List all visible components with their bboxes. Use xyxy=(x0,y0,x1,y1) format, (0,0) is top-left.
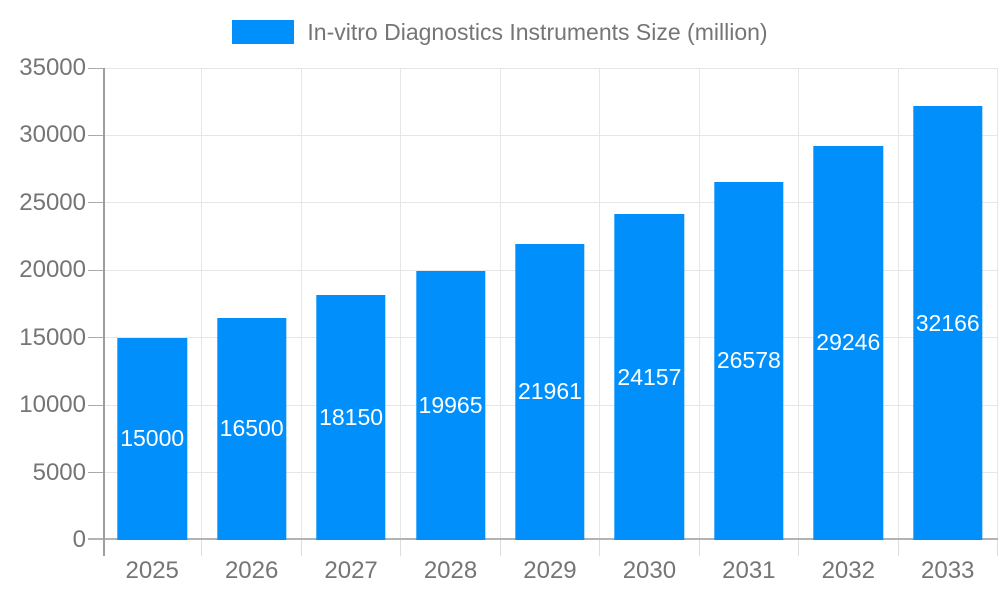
bar-2029[interactable]: 21961 xyxy=(515,243,585,540)
x-axis-tick-2030 xyxy=(698,540,700,556)
category-cell-2031: 26578 2031 xyxy=(700,68,800,584)
y-axis-tick-0 xyxy=(88,538,103,540)
x-axis-label-2032: 2032 xyxy=(821,557,875,584)
y-axis-label-15000: 15000 xyxy=(19,323,86,351)
category-cell-2032: 29246 2032 xyxy=(799,68,899,584)
bar-value-label-2033: 32166 xyxy=(915,309,980,336)
category-cell-2025: 15000 2025 xyxy=(103,68,203,584)
legend-swatch-icon[interactable] xyxy=(232,20,295,44)
gridline-30000 xyxy=(103,134,998,136)
y-axis-label-20000: 20000 xyxy=(19,256,86,284)
plot-area: 0 5000 10000 15000 20000 25000 30000 35000 1500… xyxy=(19,56,998,584)
y-axis-tick-30000 xyxy=(88,134,103,136)
bars-layer: 15000 2025 16500 2026 18150 2027 19965 2028 2196… xyxy=(103,68,998,584)
bar-2033[interactable]: 32166 xyxy=(913,106,983,540)
y-axis-tick-35000 xyxy=(88,67,103,69)
x-axis-tick-2026 xyxy=(300,540,302,556)
bar-value-label-2032: 29246 xyxy=(816,329,881,356)
y-axis-tick-25000 xyxy=(88,202,103,204)
legend-label[interactable]: In-vitro Diagnostics Instruments Size (m… xyxy=(307,18,768,45)
category-cell-2029: 21961 2029 xyxy=(501,68,601,584)
bar-2028[interactable]: 19965 xyxy=(415,270,486,540)
x-axis-label-2029: 2029 xyxy=(523,557,577,584)
bar-2025[interactable]: 15000 xyxy=(117,337,187,540)
bar-2032[interactable]: 29246 xyxy=(813,145,883,540)
x-axis-label-2026: 2026 xyxy=(224,557,279,584)
category-cell-2028: 19965 2028 xyxy=(401,68,501,584)
bar-value-label-2029: 21961 xyxy=(517,378,582,405)
x-axis-label-2031: 2031 xyxy=(722,557,776,584)
x-axis-label-2028: 2028 xyxy=(423,557,478,584)
x-axis-label-2033: 2033 xyxy=(921,557,975,584)
category-cell-2027: 18150 2027 xyxy=(302,68,402,584)
bar-value-label-2025: 15000 xyxy=(120,425,185,452)
bar-2026[interactable]: 16500 xyxy=(216,317,287,540)
y-axis-tick-15000 xyxy=(88,337,103,339)
category-cell-2033: 32166 2033 xyxy=(899,68,998,584)
category-cell-2026: 16500 2026 xyxy=(202,68,302,584)
y-axis-label-35000: 35000 xyxy=(19,54,86,81)
y-axis-line xyxy=(103,68,105,556)
x-axis-tick-2033 xyxy=(996,540,998,556)
bar-value-label-2027: 18150 xyxy=(319,404,384,431)
x-axis-tick-2029 xyxy=(599,540,601,556)
x-axis-tick-2031 xyxy=(798,540,800,556)
bar-value-label-2026: 16500 xyxy=(219,415,284,442)
x-axis-label-2027: 2027 xyxy=(324,557,378,584)
y-axis-label-10000: 10000 xyxy=(19,391,86,419)
x-axis-label-2030: 2030 xyxy=(622,557,677,584)
x-axis-label-2025: 2025 xyxy=(125,557,179,584)
bar-2031[interactable]: 26578 xyxy=(714,181,784,540)
bar-value-label-2030: 24157 xyxy=(617,363,682,390)
x-axis-tick-2027 xyxy=(400,540,402,556)
gridline-35000 xyxy=(103,68,998,69)
bar-2030[interactable]: 24157 xyxy=(614,214,685,540)
x-axis-tick-2025 xyxy=(201,540,203,556)
y-axis-tick-20000 xyxy=(88,269,103,271)
y-axis-label-0: 0 xyxy=(72,526,86,553)
x-axis-tick-2032 xyxy=(897,540,899,556)
legend: In-vitro Diagnostics Instruments Size (m… xyxy=(0,18,1000,46)
y-axis-label-25000: 25000 xyxy=(19,188,86,216)
y-axis-tick-5000 xyxy=(88,472,103,474)
y-axis-label-5000: 5000 xyxy=(32,458,86,486)
y-axis-label-30000: 30000 xyxy=(19,121,86,149)
bar-value-label-2031: 26578 xyxy=(716,347,781,374)
y-axis-tick-10000 xyxy=(88,404,103,406)
gridline-25000 xyxy=(103,202,998,204)
x-axis-tick-2028 xyxy=(499,540,501,556)
bar-value-label-2028: 19965 xyxy=(418,391,483,418)
category-cell-2030: 24157 2030 xyxy=(600,68,700,584)
bar-2027[interactable]: 18150 xyxy=(316,295,386,540)
